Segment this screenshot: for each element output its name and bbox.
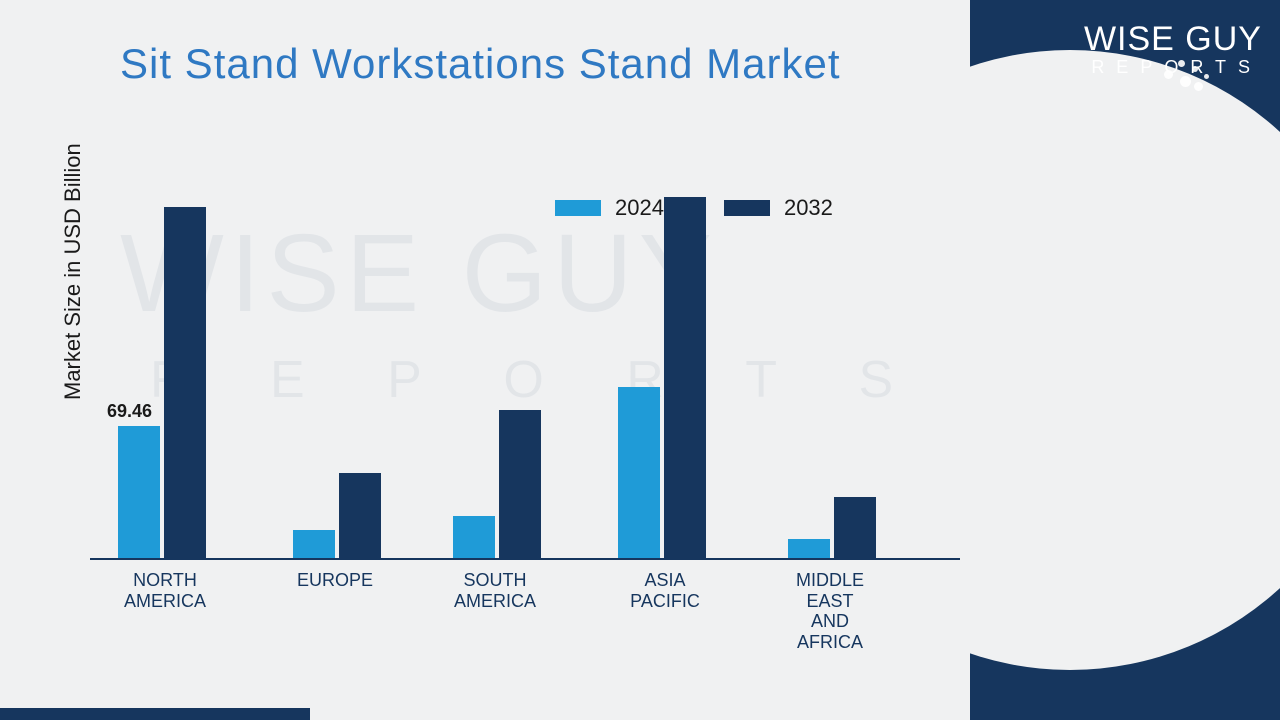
category-label: MIDDLEEASTANDAFRICA [755, 570, 905, 653]
brand-line1: WISE GUY [1084, 22, 1262, 56]
category-label: EUROPE [260, 570, 410, 591]
x-axis-baseline [90, 558, 960, 560]
bar [453, 516, 495, 558]
bar [834, 497, 876, 558]
category-label: NORTHAMERICA [90, 570, 240, 611]
chart-card: WISE GUY REPORTS Sit Stand Workstations … [0, 0, 1280, 720]
bar [164, 207, 206, 559]
bar [339, 473, 381, 559]
category-label: SOUTHAMERICA [420, 570, 570, 611]
bar [499, 410, 541, 558]
data-label: 69.46 [92, 401, 152, 422]
y-axis-label: Market Size in USD Billion [60, 143, 86, 400]
brand-logo: WISE GUY REPORTS [1084, 22, 1262, 76]
bar [788, 539, 830, 558]
bar [118, 426, 160, 558]
footer-accent-bar [0, 708, 310, 720]
bar [618, 387, 660, 558]
plot-area: NORTHAMERICAEUROPESOUTHAMERICAASIAPACIFI… [90, 180, 960, 560]
bar [664, 197, 706, 558]
brand-line2: REPORTS [1084, 58, 1262, 76]
chart-title: Sit Stand Workstations Stand Market [120, 40, 841, 88]
category-label: ASIAPACIFIC [590, 570, 740, 611]
bar [293, 530, 335, 559]
